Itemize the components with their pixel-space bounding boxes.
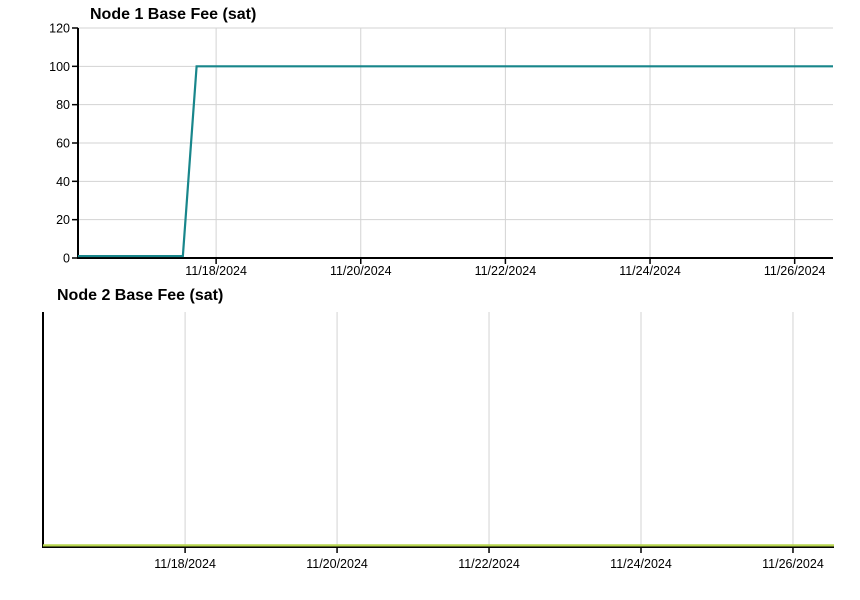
node2-chart-title: Node 2 Base Fee (sat) bbox=[57, 287, 224, 304]
y-tick-label: 0 bbox=[63, 252, 70, 266]
x-tick-label: 11/20/2024 bbox=[306, 557, 368, 571]
x-tick-label: 11/20/2024 bbox=[330, 264, 392, 278]
x-tick-label: 11/22/2024 bbox=[458, 557, 520, 571]
y-tick-label: 40 bbox=[56, 175, 70, 189]
y-tick-label: 120 bbox=[49, 22, 70, 36]
node1-chart-title: Node 1 Base Fee (sat) bbox=[90, 6, 257, 23]
x-tick-label: 11/18/2024 bbox=[154, 557, 216, 571]
node1-base-fee-chart-canvas: 11/18/2024 11/20/2024 11/22/2024 11/24/2024… bbox=[49, 22, 833, 278]
x-tick-label: 11/26/2024 bbox=[762, 557, 824, 571]
x-tick-label: 11/18/2024 bbox=[185, 264, 247, 278]
y-tick-label: 100 bbox=[49, 60, 70, 74]
x-tick-label: 11/24/2024 bbox=[610, 557, 672, 571]
y-tick-label: 60 bbox=[56, 137, 70, 151]
y-tick-label: 80 bbox=[56, 98, 70, 112]
y-tick-label: 20 bbox=[56, 213, 70, 227]
x-tick-label: 11/22/2024 bbox=[475, 264, 537, 278]
series-line bbox=[78, 65, 833, 258]
x-tick-label: 11/24/2024 bbox=[619, 264, 681, 278]
x-tick-label: 11/26/2024 bbox=[764, 264, 826, 278]
node2-base-fee-chart-canvas: 11/18/2024 11/20/2024 11/22/2024 11/24/2024… bbox=[42, 312, 834, 571]
